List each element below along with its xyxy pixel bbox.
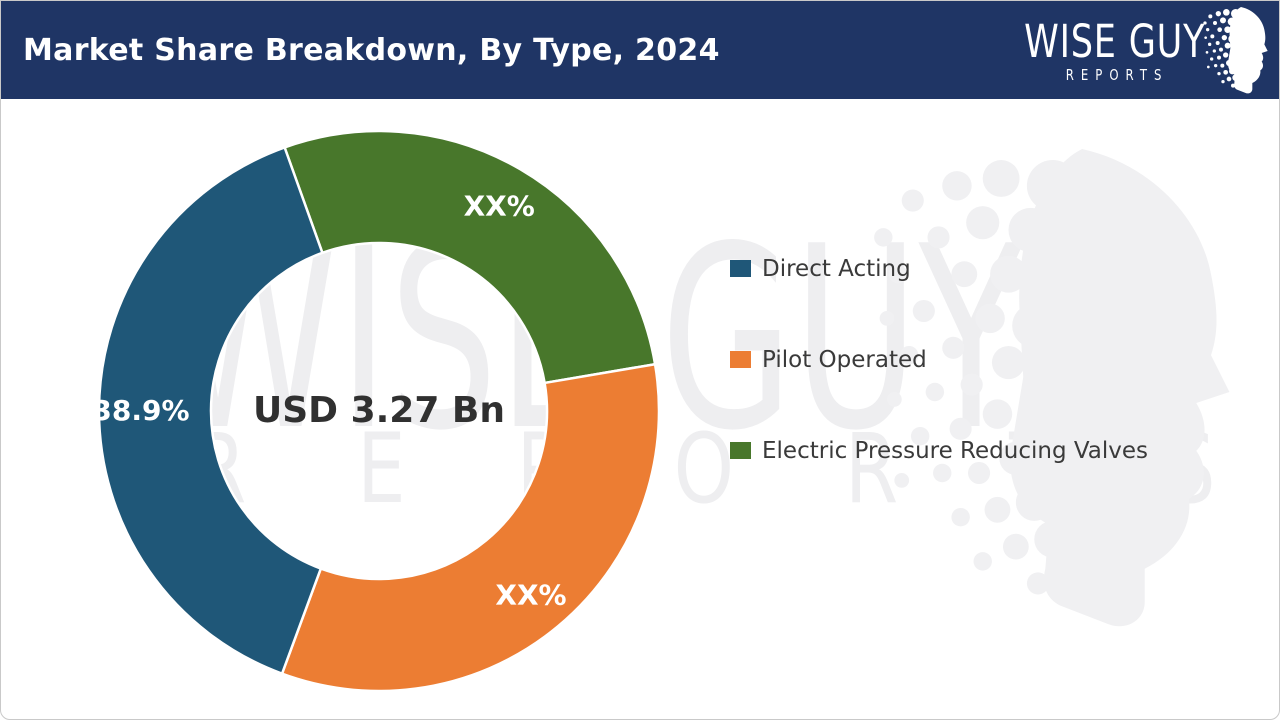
donut-chart: XX% XX% 38.9% [92,129,661,693]
logo-head-icon [1201,7,1269,95]
legend-swatch [730,442,751,459]
legend-swatch [730,351,751,368]
legend-label: Electric Pressure Reducing Valves [762,438,1149,464]
legend-swatch [730,260,751,277]
segment-label-direct-acting: 38.9% [92,394,189,427]
segment-label-electric-pressure-reducing-valves: XX% [464,190,535,223]
logo-subtext: REPORTS [1065,66,1169,84]
legend-item: Pilot Operated [730,346,1148,374]
legend-item: Electric Pressure Reducing Valves [730,437,1148,465]
segment-label-pilot-operated: XX% [495,578,566,611]
logo-text: WISE GUY REPORTS [1024,19,1205,83]
wiseguy-logo: WISE GUY REPORTS [973,5,1269,97]
donut-segment-direct-acting [97,146,324,675]
legend-item: Direct Acting [730,255,1148,283]
donut-segment-electric-pressure-reducing-valves [283,129,657,385]
legend-label: Direct Acting [762,256,911,282]
chart-center-value: USD 3.27 Bn [253,390,505,431]
legend-label: Pilot Operated [762,347,927,373]
logo-wordmark: WISE GUY [1023,15,1205,68]
page-title: Market Share Breakdown, By Type, 2024 [23,32,720,68]
donut-segment-pilot-operated [280,362,661,693]
legend: Direct Acting Pilot Operated Electric Pr… [730,255,1148,465]
header: Market Share Breakdown, By Type, 2024 WI… [1,1,1279,99]
